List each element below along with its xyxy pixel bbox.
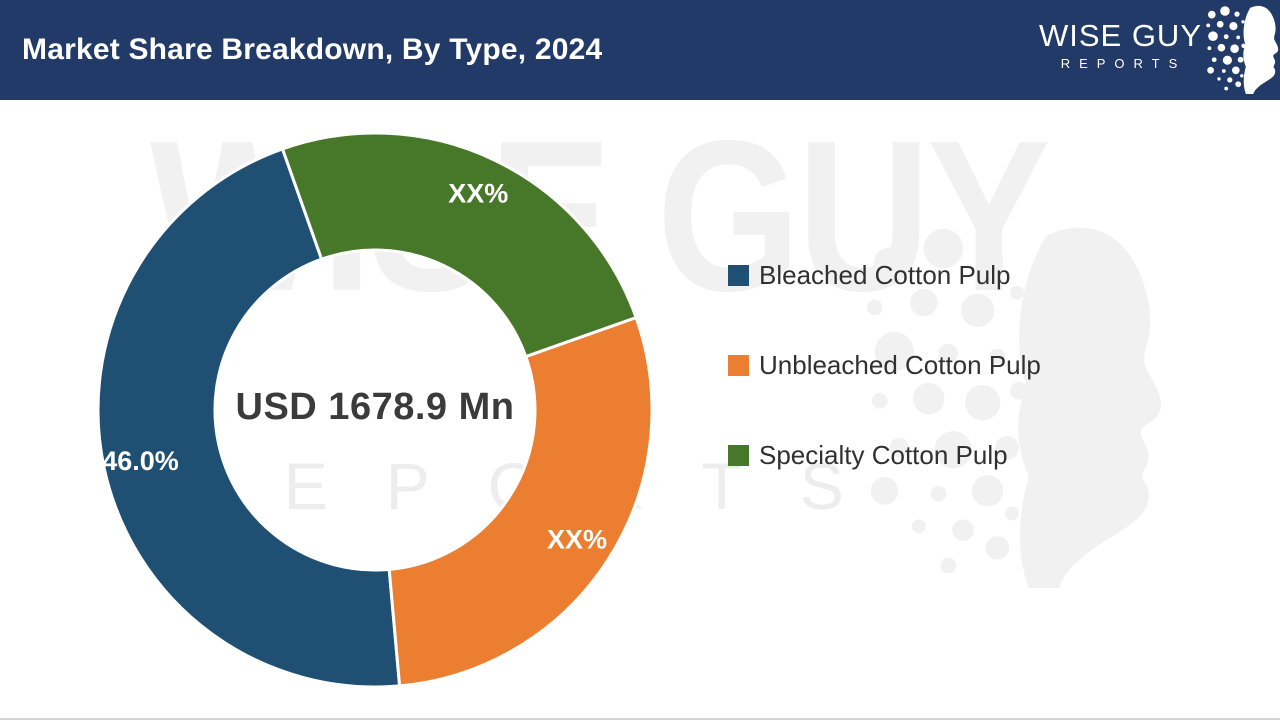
legend-swatch-specialty — [728, 444, 749, 466]
segment-percentage-label: 46.0% — [102, 446, 179, 476]
header-bar: Market Share Breakdown, By Type, 2024 WI… — [0, 0, 1280, 100]
donut-segment — [281, 131, 638, 359]
wise-guy-logo: WISE GUY REPORTS — [1039, 20, 1202, 70]
legend-item-specialty: Specialty Cotton Pulp — [728, 439, 1008, 470]
legend-swatch-unbleached — [728, 354, 749, 376]
legend-item-bleached: Bleached Cotton Pulp — [728, 259, 1011, 290]
legend-label: Bleached Cotton Pulp — [759, 259, 1011, 290]
donut-segment — [387, 316, 654, 688]
logo-wordmark: WISE GUY — [1038, 18, 1202, 53]
chart-area: WISE GUY REPORTS 46.0%XX%XX% USD 1678.9 … — [0, 95, 1280, 718]
logo-face-icon — [1206, 5, 1279, 95]
donut-chart: 46.0% XX% XX% — [96, 131, 654, 689]
legend: Bleached Cotton Pulp Unbleached Cotton P… — [728, 100, 1148, 718]
legend-label: Specialty Cotton Pulp — [759, 439, 1008, 470]
segment-percentage-label: XX% — [547, 525, 607, 555]
legend-item-unbleached: Unbleached Cotton Pulp — [728, 349, 1041, 380]
legend-label: Unbleached Cotton Pulp — [759, 349, 1041, 380]
page-title: Market Share Breakdown, By Type, 2024 — [22, 33, 603, 66]
donut-segment — [96, 147, 402, 689]
donut-center-value: USD 1678.9 Mn — [235, 386, 515, 428]
legend-swatch-bleached — [728, 264, 749, 286]
segment-percentage-label: XX% — [448, 178, 508, 208]
logo-subtitle: REPORTS — [1060, 56, 1187, 71]
